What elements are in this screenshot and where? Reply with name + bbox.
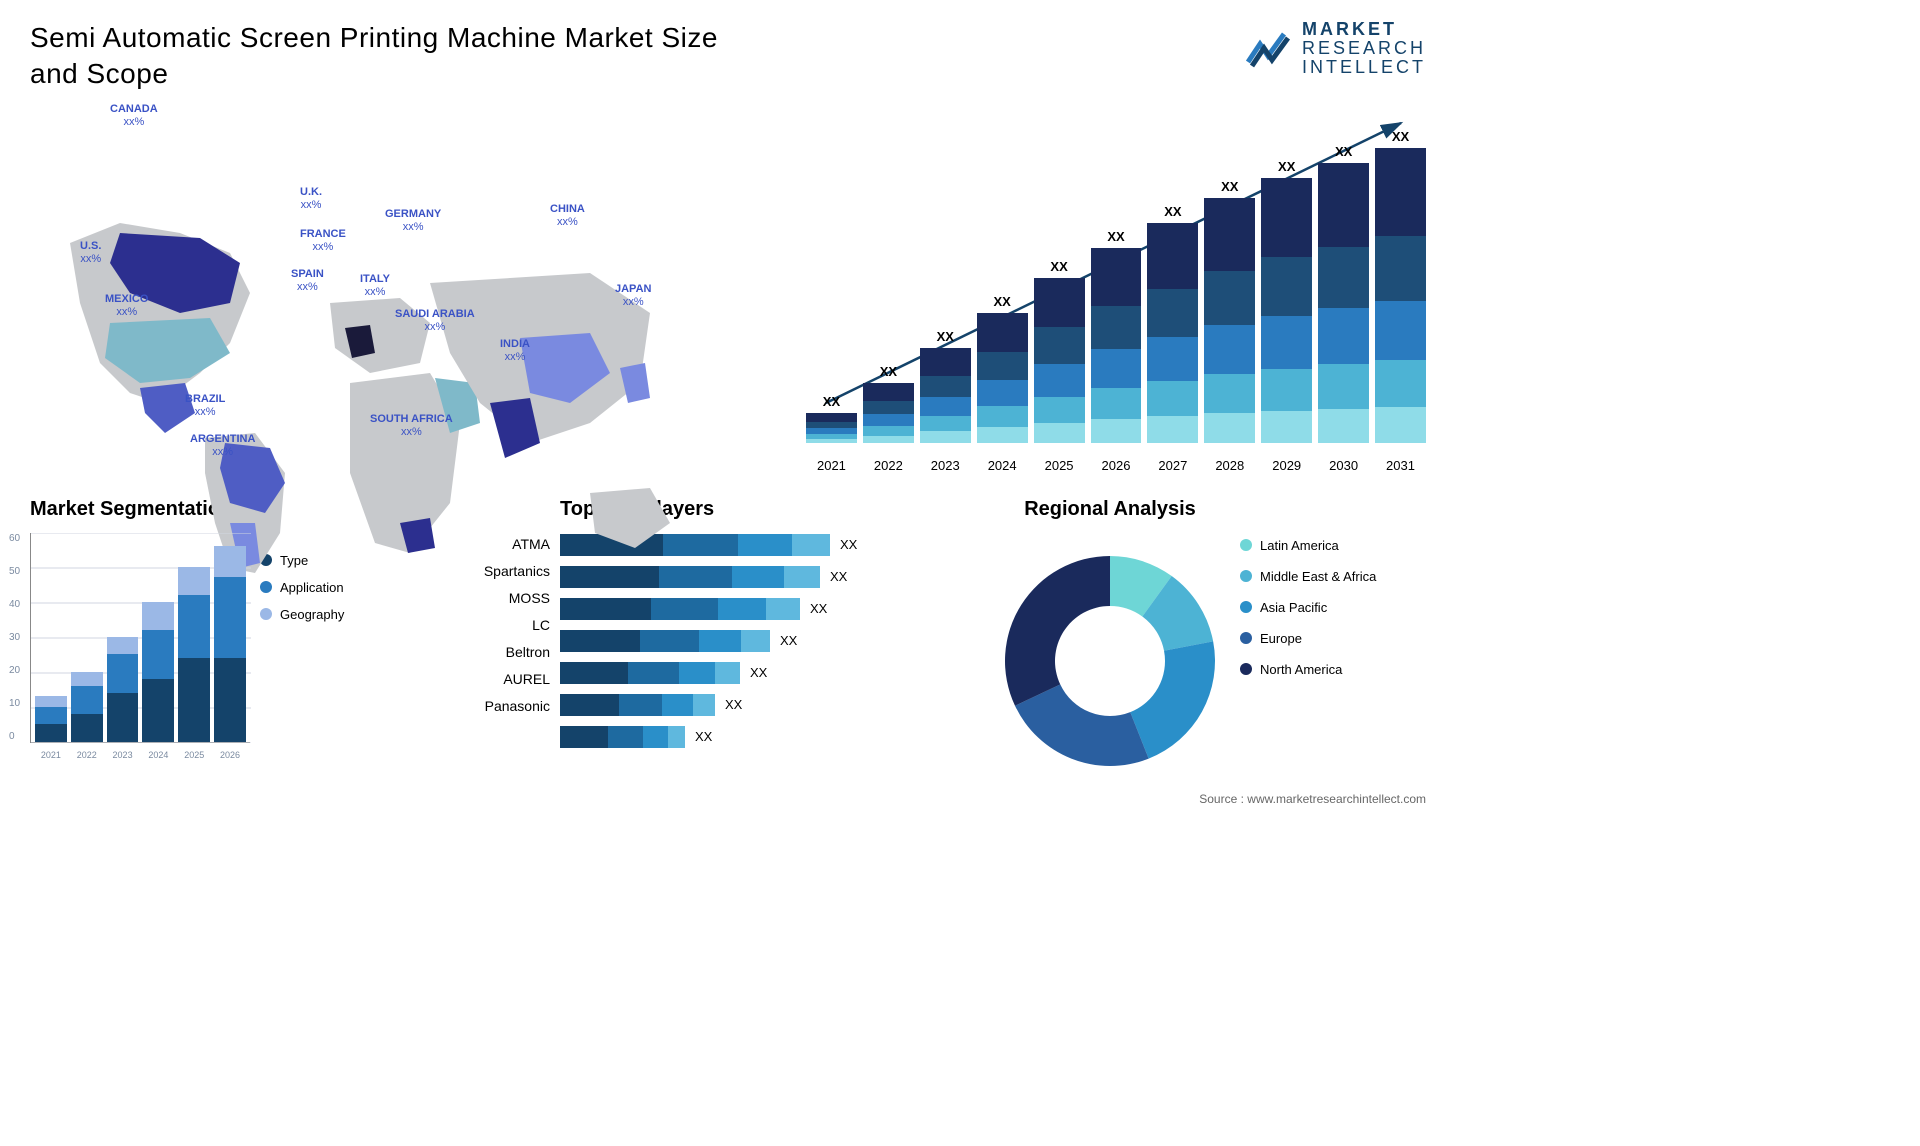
map-label-u.k.: U.K.xx% [300,186,322,212]
map-label-india: INDIAxx% [500,338,530,364]
seg-bar-2026 [214,546,246,742]
page-title: Semi Automatic Screen Printing Machine M… [30,20,730,93]
player-name-lc: LC [532,617,550,633]
map-label-saudi-arabia: SAUDI ARABIAxx% [395,308,475,334]
logo-icon [1244,26,1294,70]
forecast-bar-2030: XX [1318,144,1369,443]
player-bar-lc: XX [560,629,980,653]
map-label-france: FRANCExx% [300,228,346,254]
forecast-year-2027: 2027 [1147,458,1198,473]
regional-title: Regional Analysis [1000,498,1220,521]
forecast-year-2029: 2029 [1261,458,1312,473]
donut-slice-europe [1015,684,1149,766]
regional-donut [1000,551,1220,771]
map-label-mexico: MEXICOxx% [105,293,148,319]
map-label-brazil: BRAZILxx% [185,393,225,419]
forecast-year-2030: 2030 [1318,458,1369,473]
player-name-panasonic: Panasonic [485,698,550,714]
map-label-argentina: ARGENTINAxx% [190,433,255,459]
forecast-year-2025: 2025 [1034,458,1085,473]
region-legend-asia-pacific: Asia Pacific [1240,600,1376,615]
seg-bar-2022 [71,672,103,742]
regional-panel: Regional Analysis Latin America Middle Ea… [1000,498,1426,771]
player-name-aurel: AUREL [503,671,550,687]
forecast-year-2031: 2031 [1375,458,1426,473]
map-label-japan: JAPANxx% [615,283,651,309]
seg-legend-geography: Geography [260,607,344,622]
forecast-bar-2021: XX [806,394,857,443]
header: Semi Automatic Screen Printing Machine M… [30,20,1426,93]
forecast-bar-2024: XX [977,294,1028,443]
forecast-chart: XXXXXXXXXXXXXXXXXXXXXX 20212022202320242… [806,103,1426,473]
logo-text-2: RESEARCH [1302,39,1426,58]
region-legend-north-america: North America [1240,662,1376,677]
player-bar-aurel: XX [560,693,980,717]
logo-text-3: INTELLECT [1302,58,1426,77]
player-bar-panasonic: XX [560,725,980,749]
seg-bar-2024 [142,602,174,742]
forecast-year-2022: 2022 [863,458,914,473]
forecast-bar-2031: XX [1375,129,1426,443]
region-legend-middle-east-africa: Middle East & Africa [1240,569,1376,584]
forecast-bar-2026: XX [1091,229,1142,443]
forecast-bar-2027: XX [1147,204,1198,443]
brand-logo: MARKET RESEARCH INTELLECT [1244,20,1426,77]
map-label-spain: SPAINxx% [291,268,324,294]
forecast-bar-2022: XX [863,364,914,443]
regional-legend: Latin America Middle East & Africa Asia Pa… [1240,498,1376,771]
logo-text-1: MARKET [1302,20,1426,39]
map-label-u.s.: U.S.xx% [80,240,101,266]
seg-legend-application: Application [260,580,344,595]
region-legend-latin-america: Latin America [1240,538,1376,553]
forecast-bar-2029: XX [1261,159,1312,443]
map-label-canada: CANADAxx% [110,103,158,129]
forecast-year-2026: 2026 [1091,458,1142,473]
forecast-bar-2028: XX [1204,179,1255,443]
region-legend-europe: Europe [1240,631,1376,646]
donut-slice-north-america [1005,556,1110,706]
player-name-beltron: Beltron [506,644,550,660]
donut-slice-asia-pacific [1130,641,1215,758]
forecast-year-2028: 2028 [1204,458,1255,473]
player-bar-beltron: XX [560,661,980,685]
map-label-south-africa: SOUTH AFRICAxx% [370,413,453,439]
player-bar-moss: XX [560,597,980,621]
forecast-year-2024: 2024 [977,458,1028,473]
seg-bar-2023 [107,637,139,742]
map-label-germany: GERMANYxx% [385,208,441,234]
world-map: CANADAxx% U.S.xx% MEXICOxx% BRAZILxx% ARGENT… [30,103,776,483]
seg-bar-2021 [35,696,67,742]
forecast-year-2023: 2023 [920,458,971,473]
forecast-bar-2023: XX [920,329,971,443]
player-name-moss: MOSS [509,590,550,606]
seg-bar-2025 [178,567,210,742]
source-text: Source : www.marketresearchintellect.com [1199,792,1426,806]
segmentation-chart: 6050403020100 202120222023202420252026 [30,533,250,743]
forecast-bar-2025: XX [1034,259,1085,443]
map-label-italy: ITALYxx% [360,273,390,299]
map-label-china: CHINAxx% [550,203,585,229]
forecast-year-2021: 2021 [806,458,857,473]
